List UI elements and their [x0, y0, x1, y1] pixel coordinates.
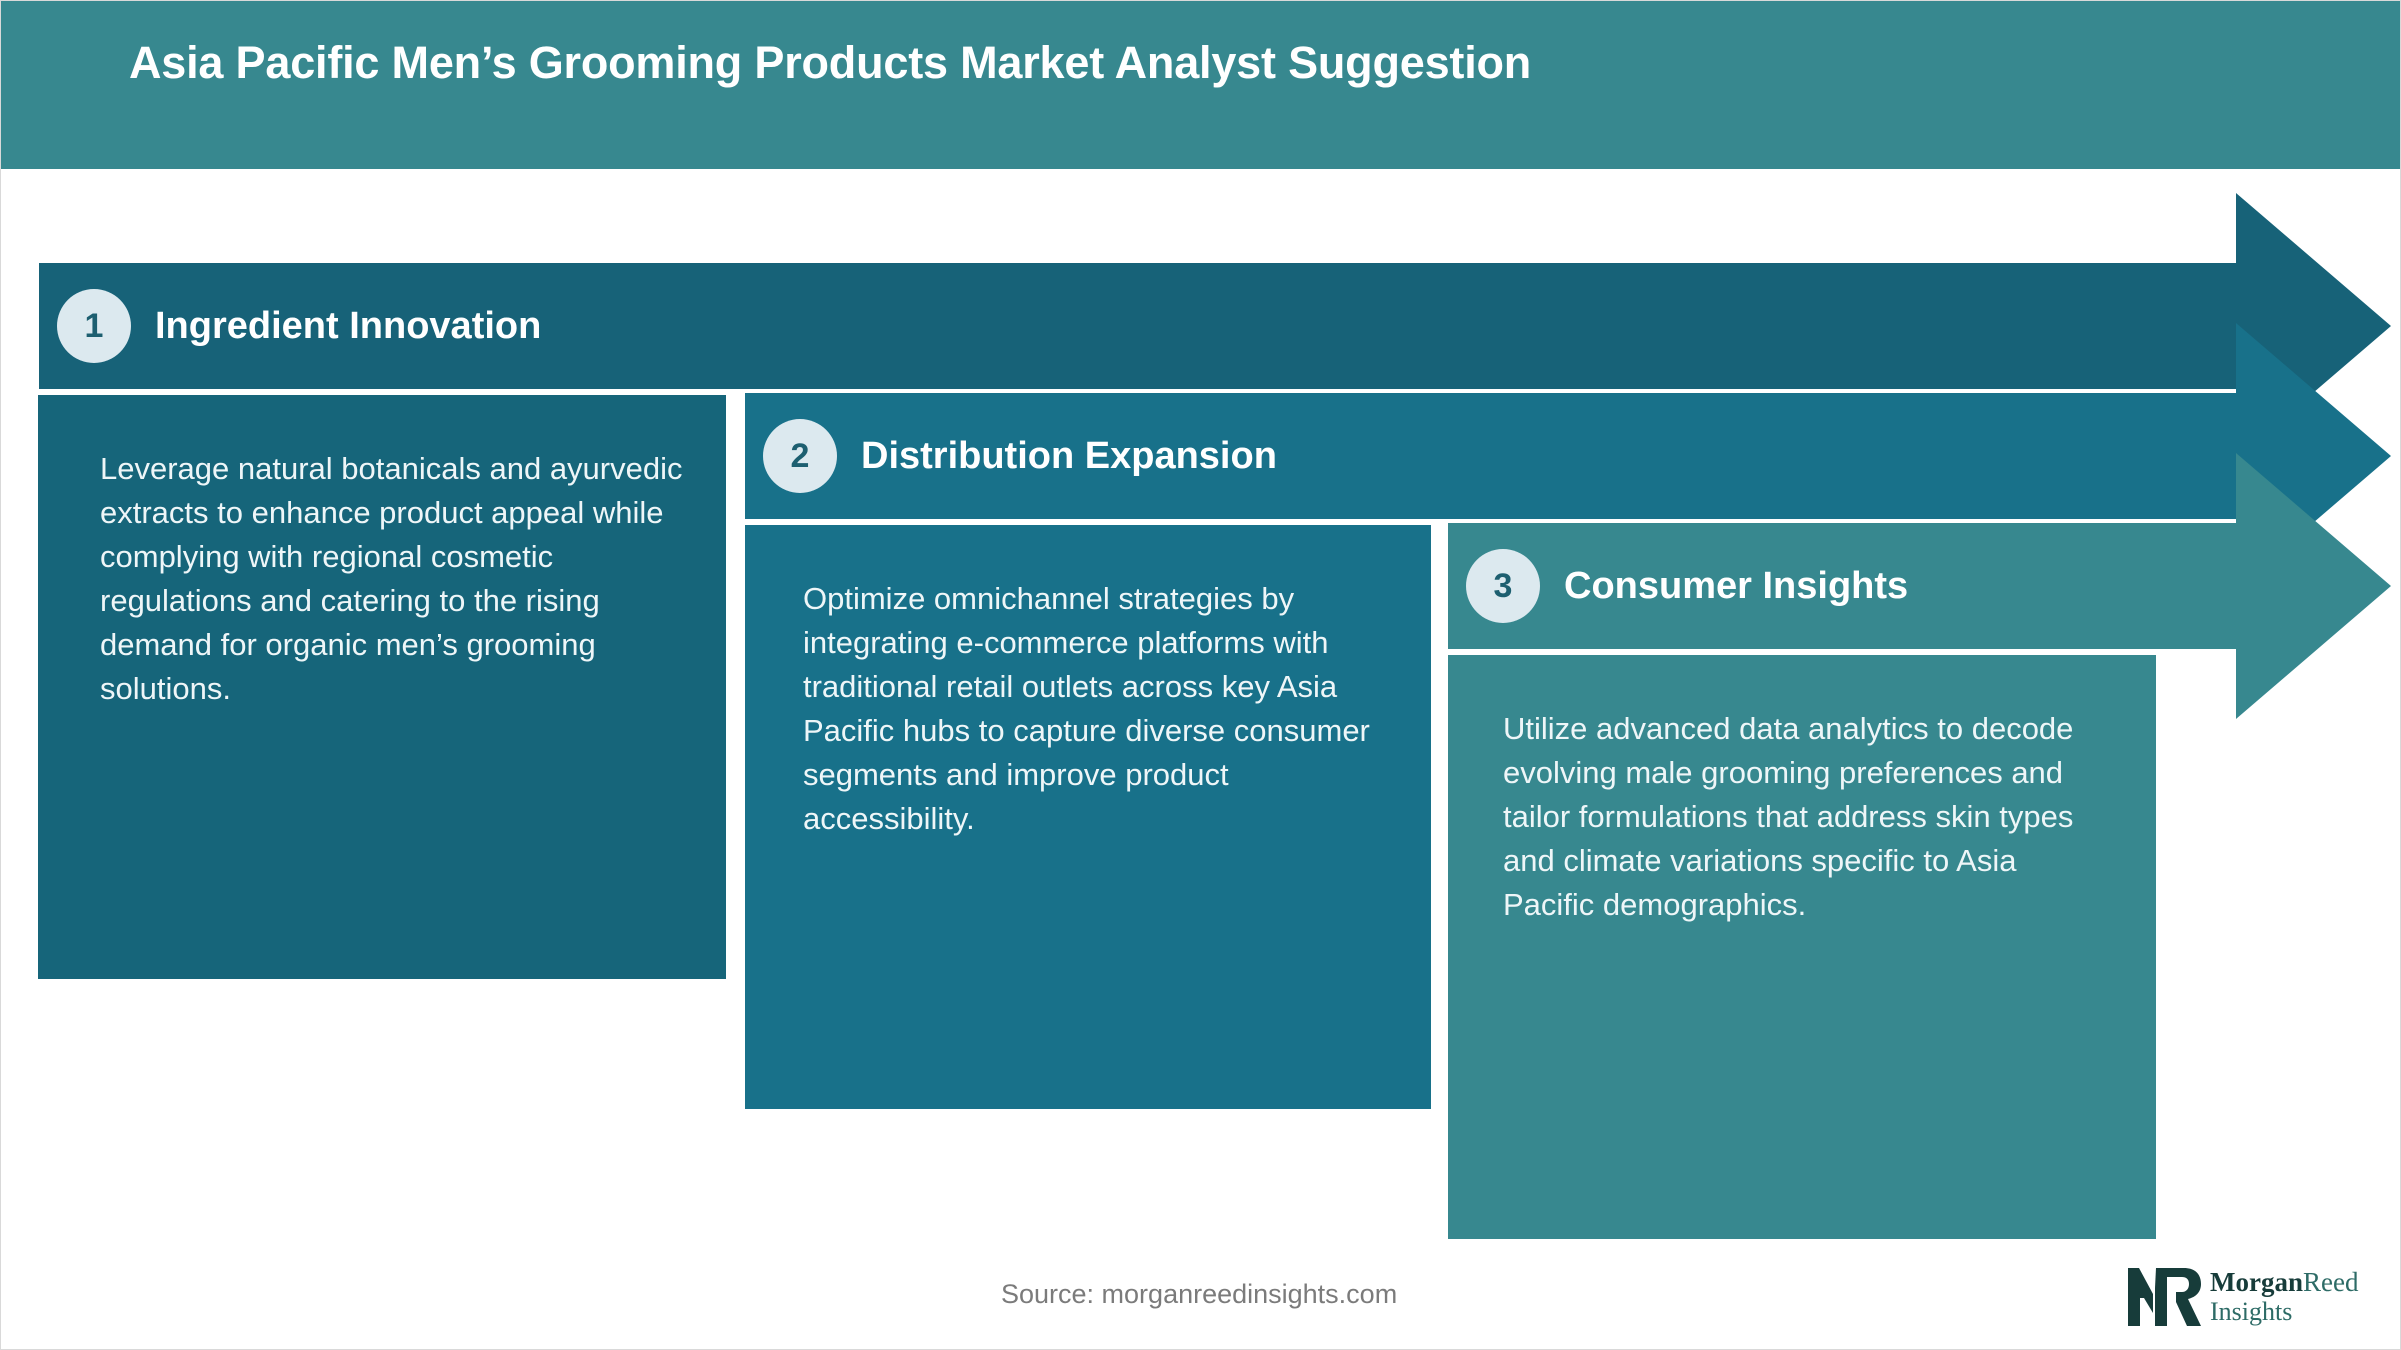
header-band: [1, 1, 2400, 169]
step-number-circle-1: 1: [57, 289, 131, 363]
step-panel-2: Optimize omnichannel strategies by integ…: [745, 525, 1431, 1109]
step-panel-3: Utilize advanced data analytics to decod…: [1448, 655, 2156, 1239]
logo-company-name: MorganReed: [2210, 1269, 2358, 1296]
step-body-1: Leverage natural botanicals and ayurvedi…: [100, 451, 683, 707]
brand-logo: MorganReed Insights: [2126, 1259, 2358, 1335]
step-title-3: Consumer Insights: [1564, 564, 1909, 607]
step-body-3: Utilize advanced data analytics to decod…: [1503, 711, 2074, 923]
step-body-2: Optimize omnichannel strategies by integ…: [803, 581, 1370, 837]
step-bar-2[interactable]: 2 Distribution Expansion: [745, 393, 2236, 519]
step-panel-1: Leverage natural botanicals and ayurvedi…: [38, 395, 726, 979]
step-number-3: 3: [1493, 566, 1513, 605]
logo-wordmark: MorganReed Insights: [2210, 1269, 2358, 1325]
step-number-circle-2: 2: [763, 419, 837, 493]
step-number-2: 2: [790, 436, 810, 475]
page-title: Asia Pacific Men’s Grooming Products Mar…: [129, 37, 1532, 88]
step-bar-3[interactable]: 3 Consumer Insights: [1448, 523, 2236, 649]
step-title-2: Distribution Expansion: [861, 434, 1277, 477]
step-title-1: Ingredient Innovation: [155, 304, 542, 347]
logo-morgan-text: Morgan: [2210, 1267, 2303, 1297]
source-note: Source: morganreedinsights.com: [1001, 1279, 1398, 1309]
logo-tagline: Insights: [2210, 1297, 2293, 1326]
mr-monogram-icon: [2128, 1268, 2201, 1326]
step-number-circle-3: 3: [1466, 549, 1540, 623]
logo-reed-text: Reed: [2302, 1267, 2359, 1297]
step-bar-1[interactable]: 1 Ingredient Innovation: [39, 263, 2236, 389]
step-number-1: 1: [84, 306, 104, 345]
